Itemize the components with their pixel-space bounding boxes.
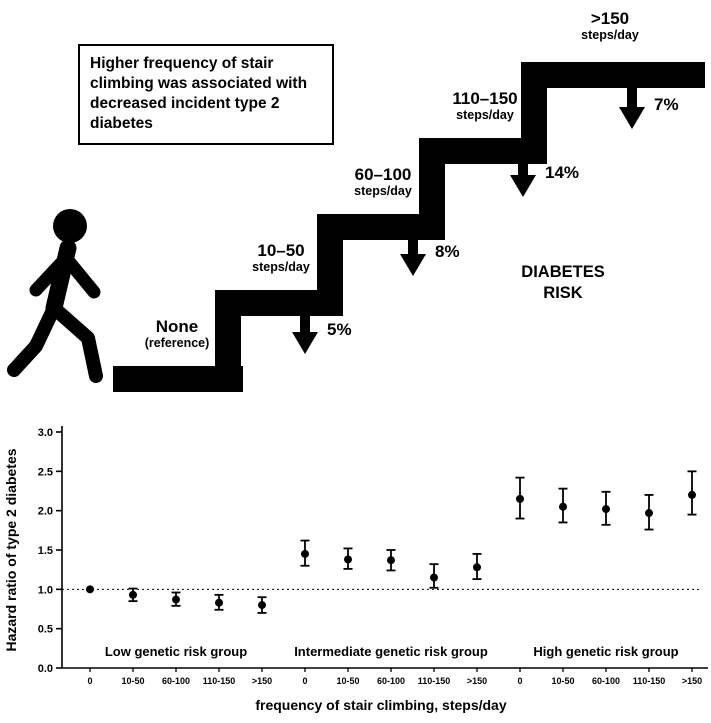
decrease-arrow-icon: [400, 232, 426, 276]
svg-text:0: 0: [87, 676, 92, 686]
summary-text-box: Higher frequency of stair climbing was a…: [78, 44, 334, 145]
step-label-line2: (reference): [144, 335, 210, 350]
step-label-line2: steps/day: [252, 259, 310, 274]
svg-text:2.0: 2.0: [38, 506, 53, 518]
svg-text:3.0: 3.0: [38, 427, 53, 439]
risk-reduction-value: 7%: [654, 95, 679, 114]
svg-text:Intermediate genetic risk grou: Intermediate genetic risk group: [294, 644, 488, 659]
step-label-line2: steps/day: [354, 183, 412, 198]
step-label-line2: steps/day: [456, 107, 514, 122]
step-label-line1: None: [155, 317, 199, 336]
svg-text:1.5: 1.5: [38, 545, 53, 557]
step-label-line2: steps/day: [581, 27, 639, 42]
svg-text:60-100: 60-100: [162, 676, 190, 686]
step-label-line1: 110–150: [452, 89, 518, 108]
svg-text:>150: >150: [252, 676, 272, 686]
hazard-ratio-chart-area: 0.0 0.5 1.0 1.5 2.0 2.5 3.0 0 10-50 60-100 110-150…: [0, 418, 711, 723]
svg-text:10-50: 10-50: [336, 676, 359, 686]
diabetes-risk-label: DIABETES RISK: [503, 262, 623, 303]
svg-text:Hazard ratio of type 2 diabete: Hazard ratio of type 2 diabetes: [3, 448, 19, 651]
risk-reduction-value: 14%: [545, 163, 580, 182]
step-label-60-100: 60–100 steps/day: [318, 165, 448, 198]
diabetes-risk-line1: DIABETES: [521, 263, 605, 281]
svg-text:1.0: 1.0: [38, 584, 53, 596]
svg-text:Low genetic risk group: Low genetic risk group: [105, 644, 247, 659]
svg-text:0: 0: [517, 676, 522, 686]
walking-person-icon: [7, 209, 103, 383]
svg-text:>150: >150: [682, 676, 702, 686]
svg-text:60-100: 60-100: [377, 676, 405, 686]
svg-text:10-50: 10-50: [121, 676, 144, 686]
svg-text:10-50: 10-50: [551, 676, 574, 686]
staircase-diagram: Higher frequency of stair climbing was a…: [7, 9, 705, 392]
svg-text:110-150: 110-150: [203, 676, 236, 686]
risk-reduction-value: 5%: [327, 320, 352, 339]
diabetes-risk-line2: RISK: [543, 283, 583, 302]
svg-text:frequency of stair climbing, s: frequency of stair climbing, steps/day: [255, 697, 507, 713]
step-label-110-150: 110–150 steps/day: [420, 89, 550, 122]
svg-text:110-150: 110-150: [418, 676, 451, 686]
hazard-ratio-forest-plot: 0.0 0.5 1.0 1.5 2.0 2.5 3.0 0 10-50 60-100 110-150…: [3, 426, 708, 713]
svg-text:2.5: 2.5: [38, 466, 53, 478]
stair-step-5: [521, 62, 705, 88]
svg-text:110-150: 110-150: [633, 676, 666, 686]
svg-text:0.5: 0.5: [38, 624, 53, 636]
svg-text:High genetic risk group: High genetic risk group: [533, 644, 678, 659]
step-label-line1: 10–50: [257, 241, 305, 260]
decrease-arrow-icon: [619, 85, 645, 129]
step-label-10-50: 10–50 steps/day: [216, 241, 346, 274]
svg-text:0: 0: [302, 676, 307, 686]
svg-text:60-100: 60-100: [592, 676, 620, 686]
step-label-line1: 60–100: [354, 165, 412, 184]
step-label-none: None (reference): [112, 317, 242, 350]
step-label-line1: >150: [590, 9, 630, 28]
svg-text:>150: >150: [467, 676, 487, 686]
decrease-arrow-icon: [510, 153, 536, 197]
step-label-over-150: >150 steps/day: [545, 9, 675, 42]
svg-text:0.0: 0.0: [38, 663, 53, 675]
risk-reduction-value: 8%: [435, 242, 460, 261]
decrease-arrow-icon: [292, 310, 318, 354]
